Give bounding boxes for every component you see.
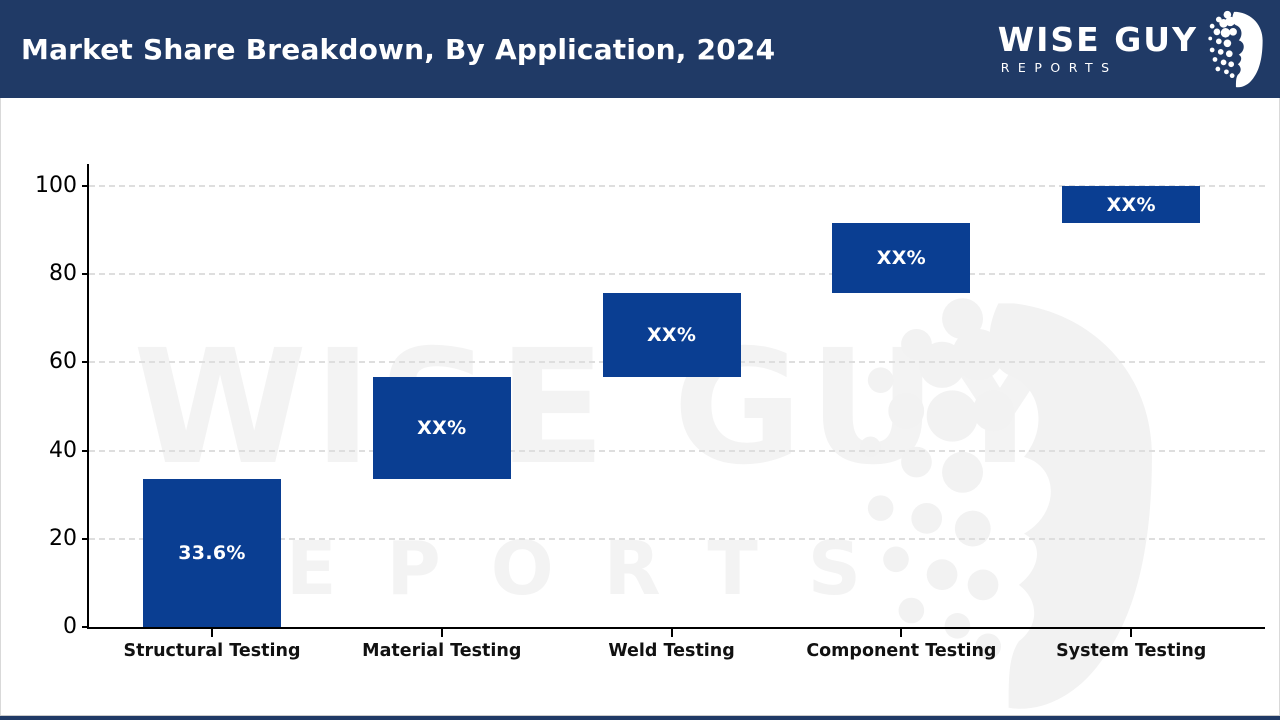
x-axis-category-label: Weld Testing: [608, 641, 735, 661]
y-axis-tick: [82, 361, 89, 364]
bar-value-label: 33.6%: [178, 541, 246, 564]
bar-value-label: XX%: [417, 416, 467, 439]
brand-logo-name: WISE GUY: [997, 20, 1198, 59]
bar-segment: XX%: [602, 293, 741, 377]
x-axis-tick: [1130, 629, 1133, 637]
bar-segment: 33.6%: [143, 478, 281, 627]
bar-segment: XX%: [832, 223, 971, 294]
x-axis-tick: [440, 629, 443, 637]
y-axis-tick: [82, 185, 89, 187]
x-axis-tick: [670, 629, 673, 637]
x-axis-tick: [900, 629, 903, 637]
x-axis-category-label: Component Testing: [806, 641, 997, 661]
bar-value-label: XX%: [876, 247, 927, 270]
brand-logo-subtitle: REPORTS: [1000, 60, 1118, 75]
gridline: [89, 449, 1265, 452]
y-axis-tick: [82, 626, 89, 628]
chart-area: WISE GUY REPORTS 0 20 40 60 80 100 33.6% XX% XX%…: [0, 98, 1280, 716]
dotted-face-icon: [1208, 10, 1263, 88]
header-bar: Market Share Breakdown, By Application, …: [0, 0, 1280, 98]
bar-value-label: XX%: [1106, 193, 1156, 216]
gridline: [89, 537, 1265, 540]
page-title: Market Share Breakdown, By Application, …: [21, 32, 776, 66]
watermark-wordmark: WISE GUY: [133, 316, 1064, 500]
y-axis-tick: [82, 537, 89, 540]
y-axis-tick: [82, 449, 89, 452]
x-axis-category-label: Structural Testing: [123, 641, 301, 661]
gridline: [89, 185, 1265, 187]
y-axis-tick: [82, 273, 89, 276]
y-axis-tick-label: 40: [49, 437, 77, 463]
bar-value-label: XX%: [646, 324, 697, 347]
gridline: [89, 273, 1265, 276]
y-axis-tick-label: 0: [63, 614, 77, 639]
y-axis-tick-label: 20: [49, 525, 77, 551]
x-axis-line: [87, 627, 1265, 629]
brand-logo: WISE GUY REPORTS: [998, 9, 1280, 89]
bar-segment: XX%: [1062, 186, 1201, 224]
x-axis-category-label: System Testing: [1056, 641, 1207, 661]
footer-accent-bar: [0, 716, 1280, 720]
y-axis-line: [87, 164, 89, 629]
y-axis-tick-label: 60: [49, 349, 77, 375]
x-axis-tick: [211, 629, 213, 637]
footer-hairline: [0, 715, 1280, 716]
x-axis-category-label: Material Testing: [362, 641, 522, 661]
bar-segment: XX%: [372, 376, 511, 479]
y-axis-tick-label: 100: [35, 173, 77, 198]
brand-logo-text: WISE GUY REPORTS: [998, 23, 1198, 75]
y-axis-tick-label: 80: [49, 261, 77, 287]
